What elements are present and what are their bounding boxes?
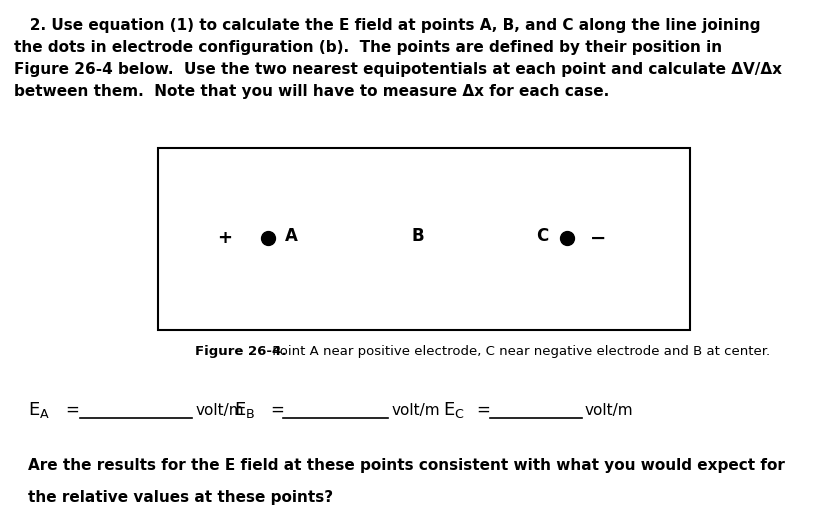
Text: C: C: [536, 227, 548, 245]
Text: volt/m: volt/m: [196, 403, 245, 417]
Text: −: −: [590, 229, 606, 247]
Bar: [158, 148, 690, 330]
Text: =: =: [65, 401, 79, 419]
Text: B: B: [412, 227, 424, 245]
Text: Are the results for the E field at these points consistent with what you would e: Are the results for the E field at these…: [28, 458, 785, 473]
Text: between them.  Note that you will have to measure Δx for each case.: between them. Note that you will have to…: [14, 84, 609, 99]
Text: A: A: [285, 227, 298, 245]
Text: =: =: [476, 401, 490, 419]
Text: $\mathregular{E_C}$: $\mathregular{E_C}$: [443, 400, 465, 420]
Text: 2. Use equation (1) to calculate the E field at points A, B, and C along the lin: 2. Use equation (1) to calculate the E f…: [14, 18, 761, 33]
Text: volt/m: volt/m: [392, 403, 441, 417]
Text: +: +: [217, 229, 232, 247]
Text: $\mathregular{E_B}$: $\mathregular{E_B}$: [234, 400, 255, 420]
Text: =: =: [270, 401, 284, 419]
Text: Figure 26-4.: Figure 26-4.: [195, 345, 287, 358]
Text: $\mathregular{E_A}$: $\mathregular{E_A}$: [28, 400, 50, 420]
Text: Figure 26-4 below.  Use the two nearest equipotentials at each point and calcula: Figure 26-4 below. Use the two nearest e…: [14, 62, 782, 77]
Text: Point A near positive electrode, C near negative electrode and B at center.: Point A near positive electrode, C near …: [268, 345, 771, 358]
Text: volt/m: volt/m: [585, 403, 634, 417]
Text: the relative values at these points?: the relative values at these points?: [28, 490, 333, 505]
Text: the dots in electrode configuration (b).  The points are defined by their positi: the dots in electrode configuration (b).…: [14, 40, 722, 55]
